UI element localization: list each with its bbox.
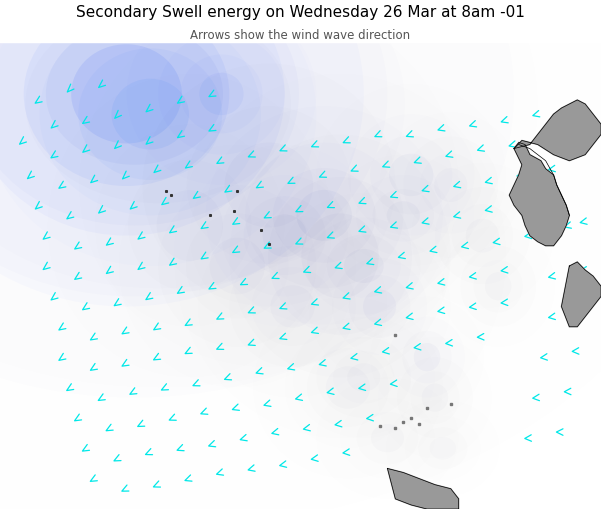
Polygon shape	[388, 468, 459, 509]
Ellipse shape	[71, 44, 182, 144]
Ellipse shape	[112, 79, 189, 150]
Text: Arrows show the wind wave direction: Arrows show the wind wave direction	[191, 29, 410, 42]
Text: Secondary Swell energy on Wednesday 26 Mar at 8am -01: Secondary Swell energy on Wednesday 26 M…	[76, 6, 525, 20]
Polygon shape	[561, 262, 601, 327]
Polygon shape	[509, 143, 569, 246]
Polygon shape	[514, 100, 601, 161]
